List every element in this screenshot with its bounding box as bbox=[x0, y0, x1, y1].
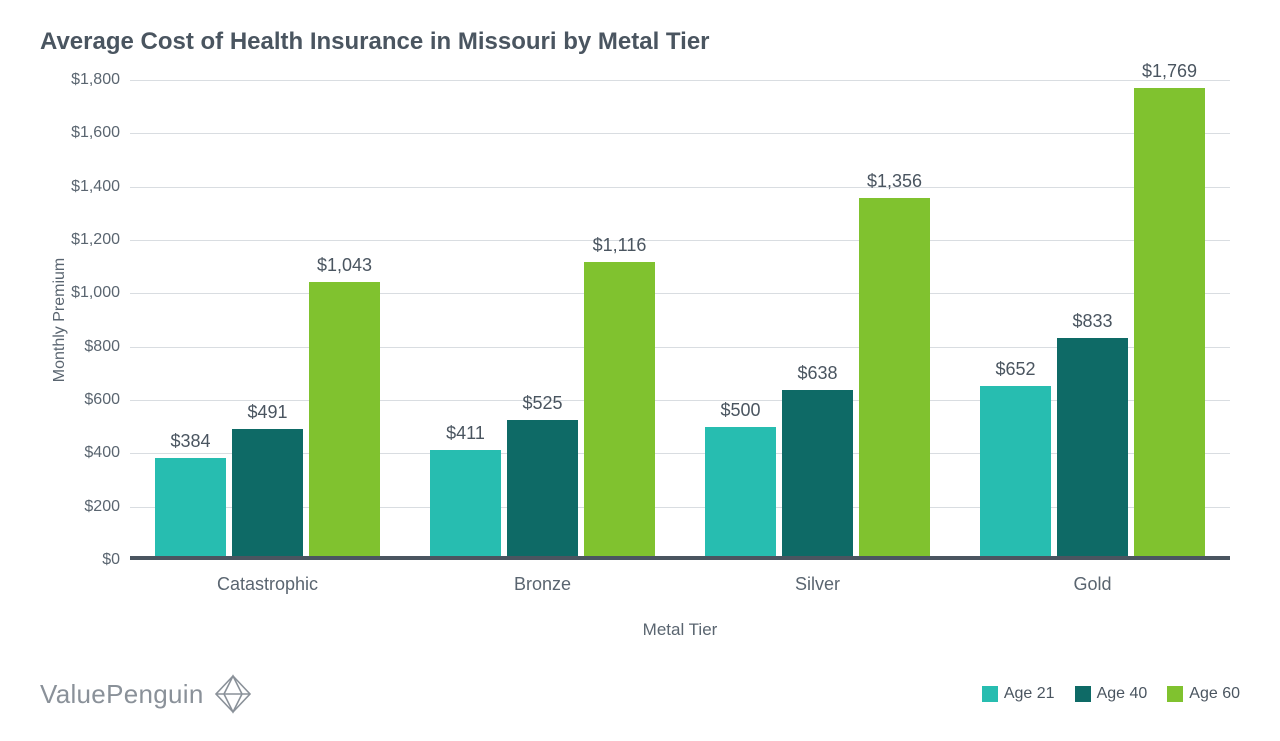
y-tick-label: $1,600 bbox=[71, 124, 130, 142]
legend-item: Age 40 bbox=[1075, 685, 1148, 703]
y-tick-label: $0 bbox=[102, 551, 130, 569]
bar: $1,769 bbox=[1134, 88, 1206, 560]
x-tick-label: Bronze bbox=[514, 560, 571, 595]
bar-value-label: $411 bbox=[446, 423, 485, 450]
bar-value-label: $1,043 bbox=[317, 255, 372, 282]
bar-value-label: $500 bbox=[720, 400, 760, 427]
bar: $833 bbox=[1057, 338, 1129, 560]
bar-value-label: $491 bbox=[247, 402, 287, 429]
legend-label: Age 40 bbox=[1097, 685, 1148, 703]
bar-value-label: $1,356 bbox=[867, 171, 922, 198]
bar-value-label: $1,769 bbox=[1142, 61, 1197, 88]
penguin-diamond-icon bbox=[212, 673, 254, 715]
bar: $1,356 bbox=[859, 198, 931, 560]
footer: ValuePenguin Age 21 Age 40 Age 60 bbox=[40, 673, 1240, 715]
plot-area: Monthly Premium $0$200$400$600$800$1,000… bbox=[130, 80, 1230, 560]
brand-name: ValuePenguin bbox=[40, 679, 204, 710]
bar: $652 bbox=[980, 386, 1052, 560]
bar-value-label: $833 bbox=[1072, 311, 1112, 338]
x-tick-label: Silver bbox=[795, 560, 840, 595]
bar-value-label: $525 bbox=[522, 393, 562, 420]
bar-value-label: $652 bbox=[995, 359, 1035, 386]
bar-value-label: $384 bbox=[170, 431, 210, 458]
legend-swatch bbox=[982, 686, 998, 702]
chart-container: Average Cost of Health Insurance in Miss… bbox=[40, 28, 1250, 560]
legend-swatch bbox=[1075, 686, 1091, 702]
brand-logo: ValuePenguin bbox=[40, 673, 254, 715]
y-tick-label: $1,800 bbox=[71, 71, 130, 89]
bar: $491 bbox=[232, 429, 304, 560]
legend-item: Age 60 bbox=[1167, 685, 1240, 703]
chart-title: Average Cost of Health Insurance in Miss… bbox=[40, 28, 1250, 56]
y-tick-label: $1,000 bbox=[71, 284, 130, 302]
x-tick-label: Gold bbox=[1073, 560, 1111, 595]
legend-label: Age 60 bbox=[1189, 685, 1240, 703]
bar: $384 bbox=[155, 458, 227, 560]
y-tick-label: $400 bbox=[84, 444, 130, 462]
y-tick-label: $1,200 bbox=[71, 231, 130, 249]
bar-value-label: $638 bbox=[797, 363, 837, 390]
x-tick-label: Catastrophic bbox=[217, 560, 318, 595]
bar: $1,116 bbox=[584, 262, 656, 560]
bar: $500 bbox=[705, 427, 777, 560]
bar: $525 bbox=[507, 420, 579, 560]
bars-layer: $384$491$1,043Catastrophic$411$525$1,116… bbox=[130, 80, 1230, 560]
y-tick-label: $1,400 bbox=[71, 178, 130, 196]
y-tick-label: $600 bbox=[84, 391, 130, 409]
y-tick-label: $800 bbox=[84, 338, 130, 356]
legend-swatch bbox=[1167, 686, 1183, 702]
y-axis-label: Monthly Premium bbox=[51, 258, 69, 382]
legend-item: Age 21 bbox=[982, 685, 1055, 703]
bar-value-label: $1,116 bbox=[593, 235, 647, 262]
x-axis-title: Metal Tier bbox=[643, 560, 718, 640]
y-tick-label: $200 bbox=[84, 498, 130, 516]
bar: $411 bbox=[430, 450, 502, 560]
bar: $638 bbox=[782, 390, 854, 560]
legend: Age 21 Age 40 Age 60 bbox=[982, 685, 1240, 703]
bar: $1,043 bbox=[309, 282, 381, 560]
legend-label: Age 21 bbox=[1004, 685, 1055, 703]
